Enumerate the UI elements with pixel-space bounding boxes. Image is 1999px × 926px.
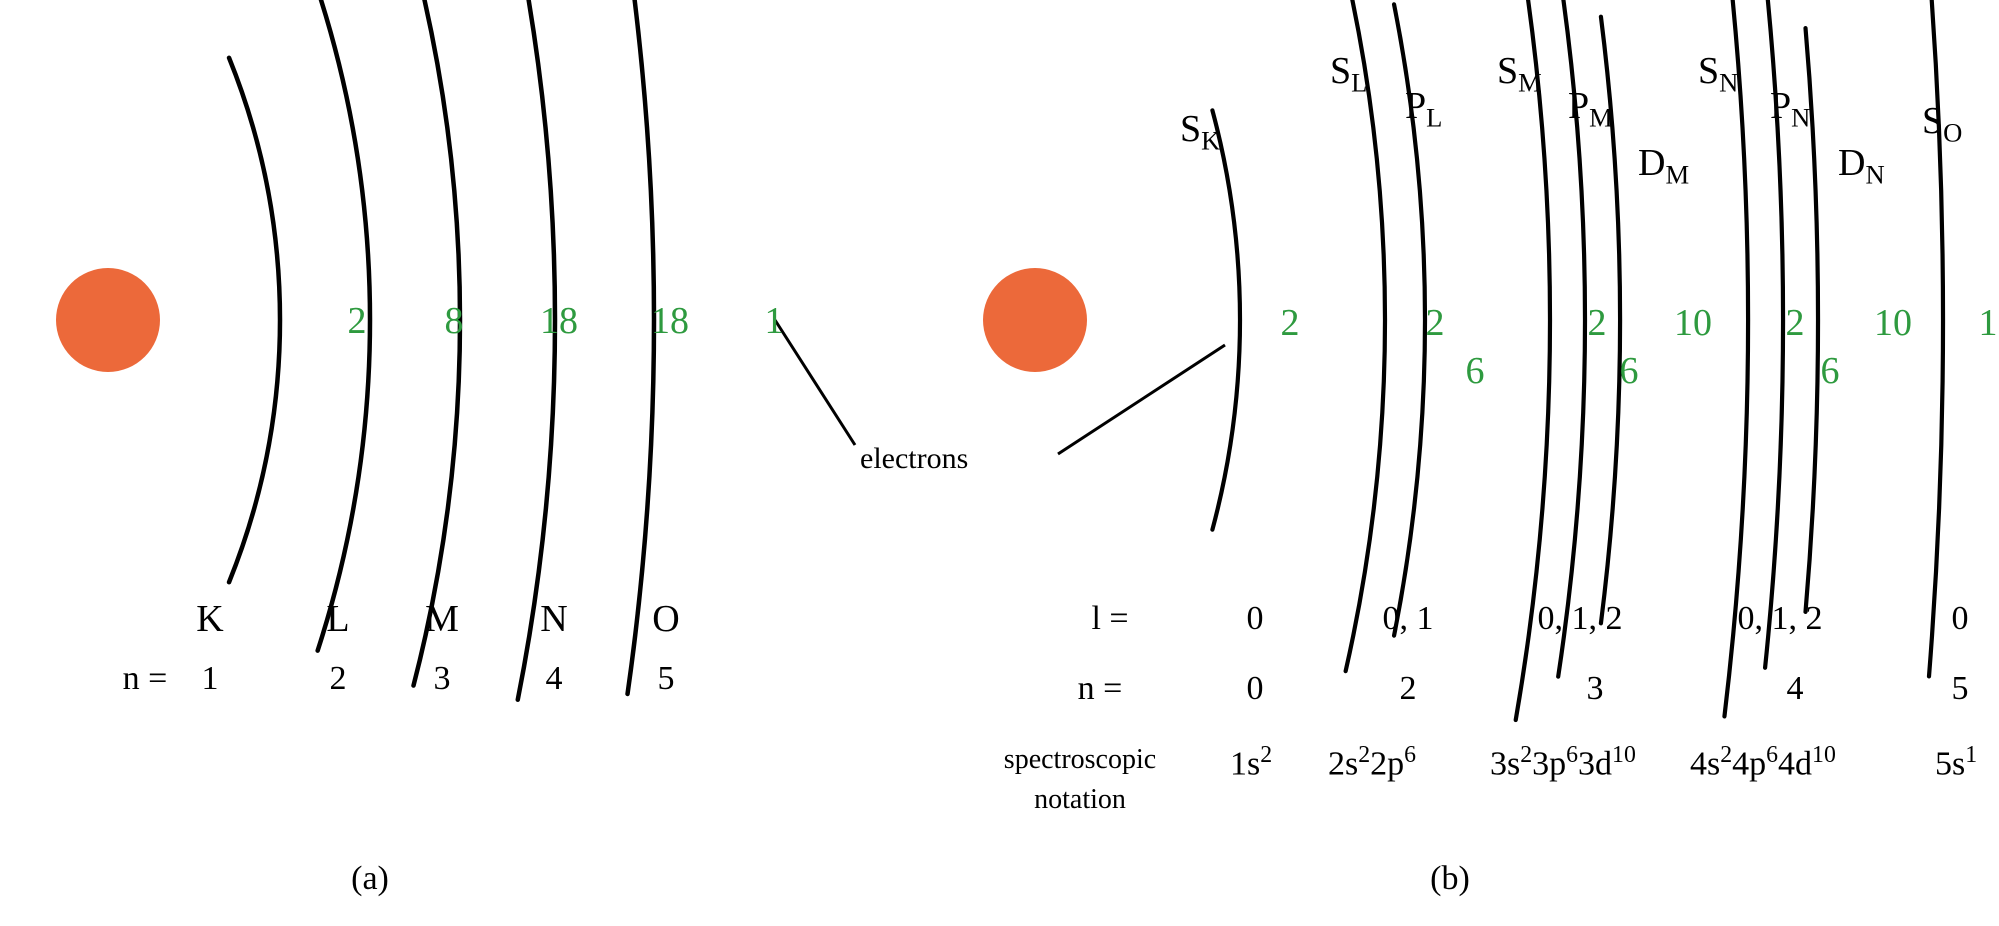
panel-a-n-prefix: n = — [123, 662, 168, 696]
panel-b-spectroscopic-value-2: 3s23p63d10 — [1490, 744, 1636, 781]
panel-b-subshell-top-label-1: SL — [1330, 52, 1367, 96]
electrons-callout-line-b — [1058, 345, 1225, 454]
panel-b-electron-count-1: 2 — [1426, 304, 1445, 342]
panel-b-subshell-top-label-8: DN — [1838, 144, 1885, 188]
panel-a-shell-letter-n: N — [540, 600, 567, 638]
panel-b-l-value-3: 0, 1, 2 — [1738, 602, 1823, 636]
panel-b-electron-count-9: 1 — [1979, 304, 1998, 342]
panel-b-n-prefix: n = — [1078, 672, 1123, 706]
panel-a-shell-arc-o — [628, 0, 654, 694]
panel-b-nucleus — [983, 268, 1087, 372]
panel-a-electron-count-l: 8 — [445, 302, 464, 340]
panel-b-n-value-3: 4 — [1787, 672, 1804, 706]
panel-b-n-value-0: 0 — [1247, 672, 1264, 706]
panel-b-subshell-top-label-2: PL — [1405, 87, 1442, 131]
panel-b-n-value-1: 2 — [1400, 672, 1417, 706]
panel-b-l-value-2: 0, 1, 2 — [1538, 602, 1623, 636]
panel-b-subshell-top-label-0: SK — [1180, 110, 1220, 154]
panel-a-shell-arc-n — [518, 0, 555, 700]
panel-b-electron-count-3: 2 — [1588, 304, 1607, 342]
panel-b-subshell-arc-1 — [1346, 0, 1385, 671]
panel-b-spectroscopic-value-3: 4s24p64d10 — [1690, 744, 1836, 781]
electrons-callout-label: electrons — [860, 444, 968, 474]
panel-b-electron-count-7: 6 — [1821, 352, 1840, 390]
panel-b-l-value-4: 0 — [1952, 602, 1969, 636]
panel-a-shell-letter-m: M — [425, 600, 459, 638]
panel-b-electron-count-0: 2 — [1281, 304, 1300, 342]
panel-a-n-value-l: 2 — [330, 662, 347, 696]
panel-b-subshell-top-label-5: DM — [1638, 144, 1689, 188]
panel-b-electron-count-8: 10 — [1874, 304, 1912, 342]
panel-b-subshell-top-label-4: PM — [1568, 87, 1613, 131]
panel-b-spectroscopic-value-1: 2s22p6 — [1328, 744, 1416, 781]
panel-a-shell-letter-o: O — [652, 600, 679, 638]
panel-a-n-value-o: 5 — [658, 662, 675, 696]
panel-b-l-prefix: l = — [1091, 602, 1128, 636]
diagram-svg — [0, 0, 1999, 926]
panel-a-n-value-n: 4 — [546, 662, 563, 696]
panel-a-electron-count-m: 18 — [540, 302, 578, 340]
panel-a-shell-arc-m — [413, 0, 460, 686]
panel-b-subshell-top-label-6: SN — [1698, 52, 1738, 96]
panel-b-subshell-top-label-9: SO — [1922, 102, 1962, 146]
panel-b-spectroscopic-value-4: 5s1 — [1935, 744, 1977, 781]
panel-a-shell-arc-k — [229, 58, 280, 582]
panel-a-n-value-m: 3 — [434, 662, 451, 696]
panel-b-electron-count-6: 2 — [1786, 304, 1805, 342]
panel-b-subshell-top-label-3: SM — [1497, 52, 1542, 96]
panel-b-l-value-1: 0, 1 — [1383, 602, 1434, 636]
electrons-callout-line-a — [775, 320, 855, 445]
panel-b-electron-count-2: 6 — [1466, 352, 1485, 390]
panel-b-l-value-0: 0 — [1247, 602, 1264, 636]
panel-b-n-value-2: 3 — [1587, 672, 1604, 706]
panel-a-shell-letter-k: K — [196, 600, 223, 638]
panel-b-spectroscopic-label-1: spectroscopic — [1004, 746, 1156, 774]
panel-b-electron-count-4: 6 — [1620, 352, 1639, 390]
panel-b-n-value-4: 5 — [1952, 672, 1969, 706]
panel-b-spectroscopic-label-2: notation — [1034, 786, 1126, 814]
panel-a-electron-count-k: 2 — [348, 302, 367, 340]
panel-a-electron-count-o: 1 — [765, 302, 784, 340]
panel-a-shell-letter-l: L — [326, 600, 349, 638]
panel-b-spectroscopic-value-0: 1s2 — [1230, 744, 1272, 781]
panel-b-subshell-top-label-7: PN — [1770, 87, 1810, 131]
panel-b-subshell-arc-0 — [1212, 110, 1240, 529]
panel-a-electron-count-n: 18 — [651, 302, 689, 340]
panel-a-nucleus — [56, 268, 160, 372]
panel-a-n-value-k: 1 — [202, 662, 219, 696]
panel-b-label: (b) — [1430, 862, 1470, 896]
panel-b-electron-count-5: 10 — [1674, 304, 1712, 342]
panel-a-label: (a) — [351, 862, 389, 896]
